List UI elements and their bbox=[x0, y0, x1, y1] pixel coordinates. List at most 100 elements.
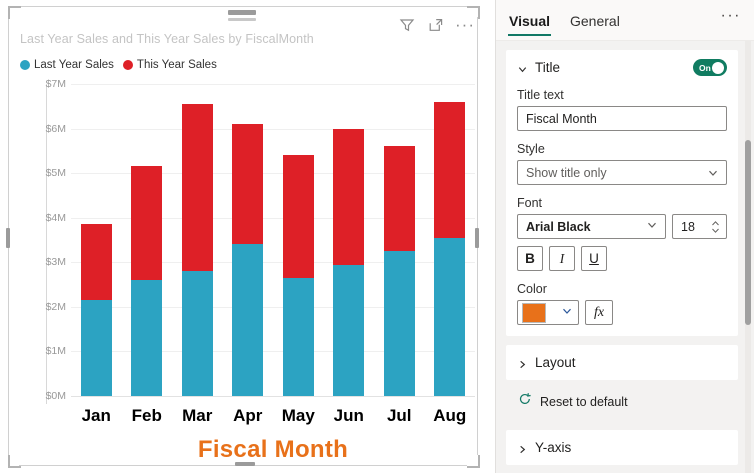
x-axis-tick-label: Jun bbox=[333, 406, 364, 425]
bar-column[interactable] bbox=[232, 124, 264, 396]
format-pane-scrollbar-thumb[interactable] bbox=[745, 140, 751, 325]
underline-button[interactable]: U bbox=[581, 246, 607, 271]
y-axis-tick-label: $5M bbox=[45, 167, 66, 180]
reset-to-default-button[interactable]: Reset to default bbox=[517, 389, 727, 414]
reset-to-default-card: Reset to default bbox=[506, 382, 738, 421]
y-axis-tick-label: $1M bbox=[45, 345, 66, 358]
font-size-stepper[interactable]: 18 bbox=[672, 214, 727, 239]
bold-button[interactable]: B bbox=[517, 246, 543, 271]
bar-column[interactable] bbox=[333, 128, 365, 396]
yaxis-section-card[interactable]: Y-axis bbox=[506, 430, 738, 465]
selection-corner-bottom-left[interactable] bbox=[8, 455, 21, 468]
bar-segment-last-year-sales[interactable] bbox=[333, 264, 365, 396]
format-pane-more-options-icon[interactable]: ··· bbox=[720, 7, 741, 24]
bar-segment-last-year-sales[interactable] bbox=[181, 271, 213, 396]
bar-segment-this-year-sales[interactable] bbox=[80, 224, 112, 301]
y-axis-tick-label: $7M bbox=[45, 78, 66, 90]
selection-edge-top bbox=[19, 6, 467, 7]
tab-general[interactable]: General bbox=[570, 13, 620, 29]
style-dropdown[interactable]: Show title only bbox=[517, 160, 727, 185]
resize-handle-left[interactable] bbox=[6, 228, 10, 248]
tab-visual[interactable]: Visual bbox=[508, 2, 551, 38]
y-axis-line bbox=[46, 84, 47, 404]
visual-container[interactable]: Last Year Sales and This Year Sales by F… bbox=[8, 6, 478, 466]
legend-label: This Year Sales bbox=[136, 59, 217, 71]
conditional-formatting-button[interactable]: fx bbox=[585, 300, 613, 325]
color-row: fx bbox=[517, 300, 727, 325]
resize-handle-top-secondary[interactable] bbox=[228, 18, 256, 21]
italic-button[interactable]: I bbox=[549, 246, 575, 271]
bar-segment-this-year-sales[interactable] bbox=[383, 146, 415, 252]
bar-column[interactable] bbox=[434, 101, 466, 396]
focus-mode-icon[interactable] bbox=[427, 16, 445, 34]
visual-title: Last Year Sales and This Year Sales by F… bbox=[20, 32, 314, 46]
resize-handle-bottom[interactable] bbox=[235, 462, 255, 466]
bar-column[interactable] bbox=[80, 224, 112, 396]
bar-segment-this-year-sales[interactable] bbox=[181, 104, 213, 272]
chart-plot-area: $0M $1M $2M $3M $4M $5M $6M $7M Jan Feb Mar Apr May… bbox=[20, 78, 475, 463]
layout-section-card[interactable]: Layout bbox=[506, 345, 738, 380]
bar-segment-last-year-sales[interactable] bbox=[232, 244, 264, 396]
gridline bbox=[71, 262, 475, 264]
bar-column[interactable] bbox=[282, 155, 314, 396]
format-pane-header: Visual General ··· bbox=[496, 0, 754, 41]
legend-item-this-year-sales[interactable]: This Year Sales bbox=[122, 59, 217, 71]
y-axis-tick-label: $0M bbox=[45, 390, 66, 402]
bar-column[interactable] bbox=[383, 146, 415, 396]
bar-segment-this-year-sales[interactable] bbox=[131, 166, 163, 281]
style-dropdown-value: Show title only bbox=[526, 165, 607, 180]
x-axis-tick-label: Mar bbox=[182, 406, 213, 425]
bar-segment-this-year-sales[interactable] bbox=[282, 155, 314, 278]
chevron-down-icon bbox=[646, 219, 658, 234]
title-toggle-state: On bbox=[699, 62, 711, 73]
font-row: Arial Black 18 bbox=[517, 214, 727, 239]
report-canvas: Last Year Sales and This Year Sales by F… bbox=[6, 6, 480, 468]
gridline bbox=[71, 84, 475, 85]
title-text-label: Title text bbox=[517, 88, 564, 102]
bar-segment-this-year-sales[interactable] bbox=[232, 124, 264, 245]
gridline bbox=[71, 173, 475, 175]
chevron-down-icon bbox=[517, 62, 528, 73]
title-section-label: Title bbox=[535, 60, 561, 75]
bar-segment-last-year-sales[interactable] bbox=[80, 300, 112, 396]
y-axis-tick-label: $3M bbox=[45, 256, 66, 269]
bar-segment-this-year-sales[interactable] bbox=[333, 128, 365, 265]
bar-segment-this-year-sales[interactable] bbox=[434, 101, 466, 238]
bar-segment-last-year-sales[interactable] bbox=[383, 251, 415, 396]
x-axis-tick-label: Aug bbox=[433, 406, 467, 425]
chevron-right-icon bbox=[517, 357, 528, 369]
visual-header-toolbar: ··· bbox=[398, 14, 474, 36]
x-axis-tick-label: Jan bbox=[81, 406, 111, 425]
y-axis-tick-label: $4M bbox=[45, 211, 66, 224]
bar-column[interactable] bbox=[131, 166, 163, 396]
x-axis-title: Fiscal Month bbox=[197, 436, 349, 463]
visual-more-options-icon[interactable]: ··· bbox=[455, 15, 475, 34]
title-text-input[interactable]: Fiscal Month bbox=[517, 106, 727, 131]
color-picker[interactable] bbox=[517, 300, 579, 325]
bar-segment-last-year-sales[interactable] bbox=[282, 277, 314, 396]
filter-funnel-icon[interactable] bbox=[398, 16, 416, 34]
stepper-arrows-icon bbox=[711, 220, 720, 234]
color-swatch bbox=[522, 302, 546, 323]
title-toggle[interactable]: On bbox=[693, 59, 727, 76]
font-label: Font bbox=[517, 196, 543, 210]
format-pane-body: Title On Title text Fiscal Month Style S… bbox=[496, 41, 748, 473]
bar-segment-last-year-sales[interactable] bbox=[434, 237, 466, 396]
title-section-header[interactable]: Title On bbox=[517, 59, 727, 76]
y-axis-tick-label: $2M bbox=[45, 300, 66, 313]
style-label: Style bbox=[517, 142, 545, 156]
title-toggle-knob bbox=[712, 61, 724, 74]
x-axis-tick-label: Feb bbox=[131, 406, 162, 425]
selection-corner-top-left[interactable] bbox=[8, 6, 21, 19]
selection-corner-top-right[interactable] bbox=[467, 6, 480, 19]
legend-item-last-year-sales[interactable]: Last Year Sales bbox=[20, 59, 114, 71]
layout-section-label: Layout bbox=[535, 355, 576, 370]
bar-column[interactable] bbox=[181, 104, 213, 396]
font-family-dropdown[interactable]: Arial Black bbox=[517, 214, 666, 239]
chevron-right-icon bbox=[517, 442, 528, 454]
bar-segment-last-year-sales[interactable] bbox=[131, 280, 163, 396]
selection-corner-bottom-right[interactable] bbox=[467, 455, 480, 468]
resize-handle-right[interactable] bbox=[475, 228, 479, 248]
resize-handle-top[interactable] bbox=[228, 10, 256, 15]
chart-legend: Last Year Sales This Year Sales bbox=[20, 59, 217, 71]
